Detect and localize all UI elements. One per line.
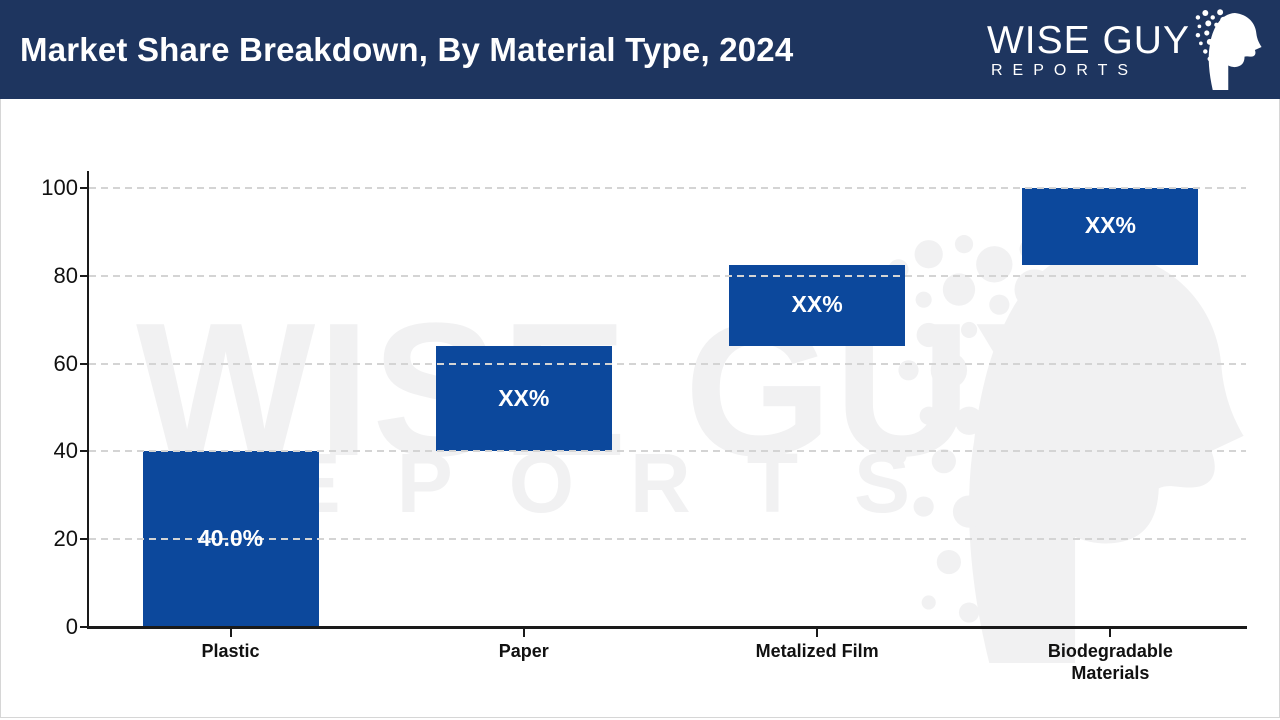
logo-head-icon	[1195, 8, 1262, 90]
x-axis-label-plastic: Plastic	[201, 641, 260, 661]
watermark: WISE GUY REPORTS	[0, 99, 1280, 720]
y-tick-mark	[80, 538, 89, 541]
y-tick-mark	[80, 362, 89, 365]
y-tick-mark	[80, 450, 89, 453]
x-tick-mark	[816, 629, 819, 637]
x-axis-label-metalized-film: Metalized Film	[755, 641, 879, 661]
y-tick-label: 20	[53, 526, 78, 552]
y-tick-mark	[80, 274, 89, 277]
bar-biodegradable-materials	[1022, 188, 1199, 265]
x-tick-mark	[1109, 629, 1112, 637]
gridline-y80	[89, 274, 1246, 277]
bar-value-label: XX%	[791, 291, 843, 318]
y-tick-label: 80	[53, 262, 78, 288]
x-tick-mark	[229, 629, 232, 637]
chart-title: Market Share Breakdown, By Material Type…	[20, 30, 794, 68]
wiseguy-logo: WISE GUY REPORTS	[987, 7, 1266, 93]
bar-metalized-film	[729, 264, 906, 347]
logo-subtext: REPORTS	[990, 61, 1139, 79]
watermark-head-icon	[886, 235, 1244, 663]
y-tick-label: 60	[53, 350, 78, 376]
y-tick-label: 0	[65, 614, 78, 639]
bar-value-label: XX%	[498, 384, 550, 411]
x-axis-label-paper: Paper	[498, 641, 549, 661]
gridline-y100	[89, 187, 1246, 189]
y-tick-label: 100	[41, 175, 78, 200]
gridline-y60	[89, 362, 1246, 365]
logo-text: WISE GUY REPORTS	[987, 21, 1190, 79]
x-tick-mark	[522, 629, 525, 637]
logo-wordmark: WISE GUY	[986, 18, 1190, 62]
gridline-y40	[89, 450, 1246, 453]
bar-value-label: 40.0%	[197, 525, 264, 552]
y-tick-mark	[80, 187, 89, 189]
x-axis-label-biodegradable-materials: Biodegradable Materials	[1047, 641, 1173, 683]
gridline-y20	[89, 538, 1246, 541]
header: Market Share Breakdown, By Material Type…	[0, 0, 1280, 99]
bar-value-label: XX%	[1084, 212, 1136, 239]
y-tick-label: 40	[53, 438, 78, 464]
y-axis-line	[87, 171, 89, 629]
x-axis-line	[87, 626, 1247, 629]
y-tick-mark	[80, 626, 89, 628]
